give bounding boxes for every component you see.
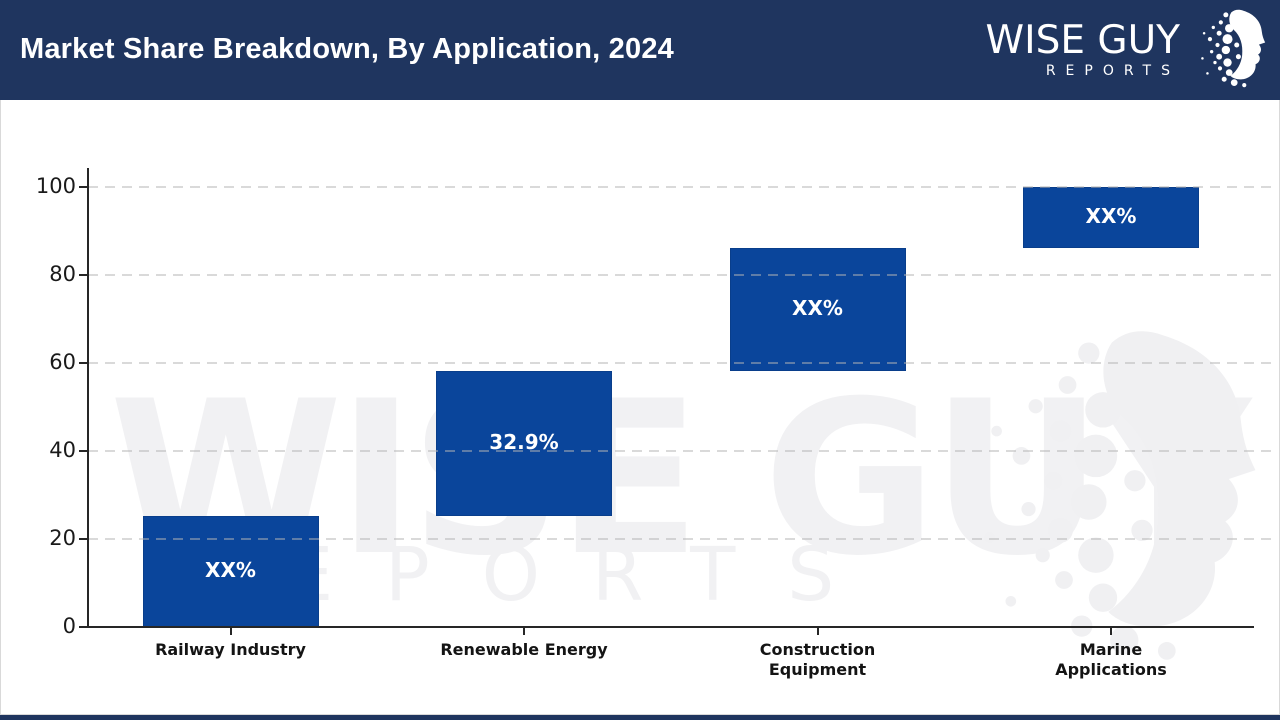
bar-marine-applications — [1023, 187, 1199, 249]
page-title: Market Share Breakdown, By Application, … — [20, 33, 674, 65]
bar-value-label: 32.9% — [489, 429, 559, 454]
bar-value-label: XX% — [792, 295, 843, 320]
y-tick — [79, 274, 87, 276]
gridline-100 — [88, 186, 1278, 188]
logo-subtitle: REPORTS — [1045, 62, 1180, 79]
bar-construction-equipment — [729, 248, 906, 372]
bar-renewable-energy — [436, 371, 612, 517]
y-tick — [79, 450, 87, 452]
gridline-80 — [88, 274, 1278, 276]
logo-face-icon — [1201, 9, 1266, 88]
header: Market Share Breakdown, By Application, … — [0, 0, 1280, 100]
wiseguy-logo: WISE GUY REPORTS — [986, 6, 1266, 94]
y-tick-label: 20 — [49, 526, 76, 550]
logo-text: WISE GUY REPORTS — [985, 18, 1180, 79]
y-tick — [79, 626, 87, 628]
x-tick — [1110, 628, 1112, 635]
gridline-60 — [88, 362, 1278, 364]
footer-bar — [0, 715, 1280, 720]
x-axis-line — [87, 626, 1254, 628]
gridline-40 — [88, 450, 1278, 452]
x-tick — [229, 628, 232, 635]
y-axis-line — [87, 168, 89, 628]
x-tick — [816, 628, 819, 635]
y-tick-label: 40 — [49, 438, 76, 462]
bar-value-label: XX% — [1085, 203, 1137, 228]
y-tick — [79, 186, 87, 188]
watermark-face-icon — [984, 331, 1256, 660]
category-label: Construction Equipment — [759, 640, 876, 679]
bar-value-label: XX% — [205, 557, 256, 582]
y-tick-label: 60 — [49, 350, 76, 374]
y-tick — [79, 362, 87, 364]
logo-wordmark: WISE GUY — [985, 18, 1180, 64]
category-label: Railway Industry — [155, 640, 306, 659]
y-tick-label: 80 — [49, 262, 76, 286]
y-tick-label: 100 — [35, 174, 76, 198]
x-tick — [523, 628, 525, 635]
category-label: Marine Applications — [1055, 640, 1167, 679]
category-label: Renewable Energy — [440, 640, 608, 659]
gridline-20 — [88, 538, 1278, 540]
y-tick — [79, 538, 87, 540]
y-tick-label: 0 — [62, 614, 76, 638]
